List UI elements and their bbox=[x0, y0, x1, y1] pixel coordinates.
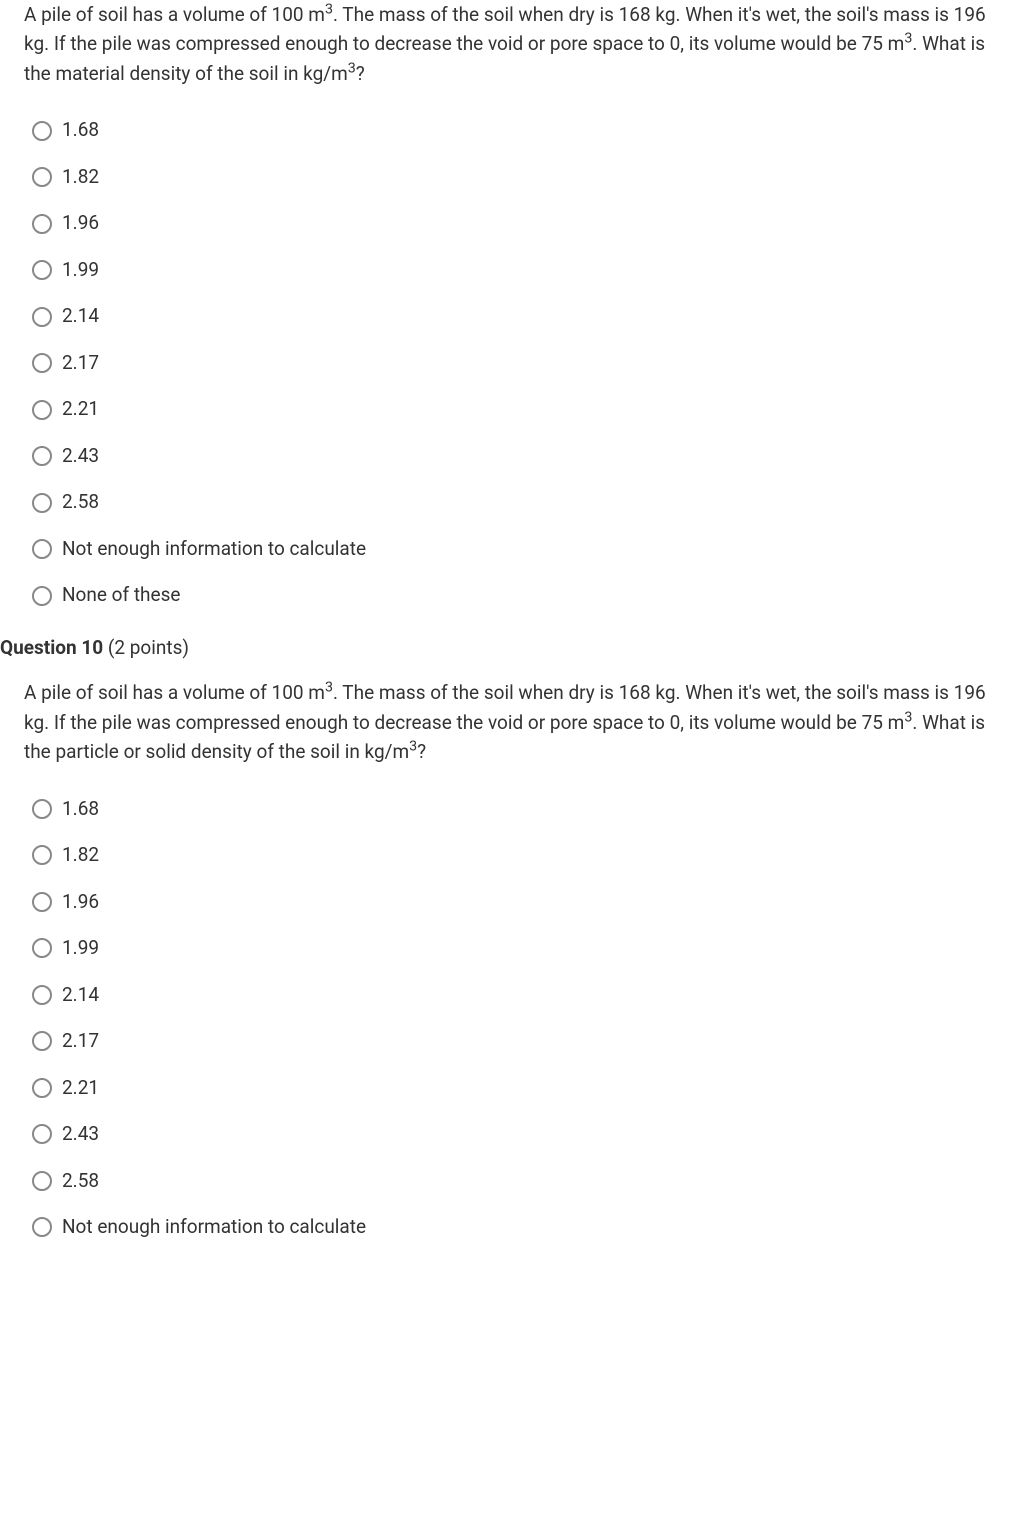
q10-radio[interactable] bbox=[32, 985, 52, 1005]
q9-radio[interactable] bbox=[32, 586, 52, 606]
q9-option-row[interactable]: None of these bbox=[32, 581, 999, 610]
q9-option-row[interactable]: 2.58 bbox=[32, 488, 999, 517]
q10-option-row[interactable]: 1.99 bbox=[32, 934, 999, 963]
q9-option-label: None of these bbox=[62, 581, 180, 610]
q10-radio[interactable] bbox=[32, 1217, 52, 1237]
q10-option-row[interactable]: 1.96 bbox=[32, 888, 999, 917]
q10-radio[interactable] bbox=[32, 1078, 52, 1098]
q10-option-label: 1.82 bbox=[62, 841, 99, 870]
q9-option-row[interactable]: 1.82 bbox=[32, 163, 999, 192]
q10-option-label: 2.43 bbox=[62, 1120, 99, 1149]
q10-radio[interactable] bbox=[32, 845, 52, 865]
q10-sup3: 3 bbox=[409, 739, 417, 755]
q9-option-label: 1.99 bbox=[62, 256, 99, 285]
q10-option-label: 2.17 bbox=[62, 1027, 99, 1056]
q9-option-row[interactable]: 2.17 bbox=[32, 349, 999, 378]
question-10-options: 1.68 1.82 1.96 1.99 2.14 2.17 2.21 2.43 2.58 Not … bbox=[24, 795, 999, 1242]
q10-radio[interactable] bbox=[32, 1171, 52, 1191]
q9-radio[interactable] bbox=[32, 307, 52, 327]
q9-option-label: 1.68 bbox=[62, 116, 99, 145]
q10-text-p4: ? bbox=[417, 740, 426, 763]
q9-option-row[interactable]: 1.96 bbox=[32, 209, 999, 238]
q10-sup1: 3 bbox=[325, 680, 333, 696]
q10-option-row[interactable]: 2.14 bbox=[32, 981, 999, 1010]
question-10-points: (2 points) bbox=[103, 636, 189, 659]
q9-option-row[interactable]: 2.21 bbox=[32, 395, 999, 424]
q10-option-label: 1.96 bbox=[62, 888, 99, 917]
q9-option-label: 2.21 bbox=[62, 395, 99, 424]
question-9-block: A pile of soil has a volume of 100 m3. T… bbox=[0, 0, 1023, 610]
q10-option-label: 1.68 bbox=[62, 795, 99, 824]
q10-option-row[interactable]: 2.17 bbox=[32, 1027, 999, 1056]
q10-radio[interactable] bbox=[32, 799, 52, 819]
q9-radio[interactable] bbox=[32, 167, 52, 187]
q10-option-row[interactable]: 1.82 bbox=[32, 841, 999, 870]
question-9-text: A pile of soil has a volume of 100 m3. T… bbox=[24, 0, 999, 88]
q9-option-row[interactable]: Not enough information to calculate bbox=[32, 535, 999, 564]
q10-option-row[interactable]: 1.68 bbox=[32, 795, 999, 824]
question-10-header: Question 10 (2 points) bbox=[0, 634, 1023, 663]
q10-option-label: Not enough information to calculate bbox=[62, 1213, 366, 1242]
q9-option-row[interactable]: 1.99 bbox=[32, 256, 999, 285]
q10-option-label: 2.14 bbox=[62, 981, 99, 1010]
q9-option-label: 2.58 bbox=[62, 488, 99, 517]
q10-option-label: 2.58 bbox=[62, 1167, 99, 1196]
q9-radio[interactable] bbox=[32, 260, 52, 280]
q9-option-label: 1.96 bbox=[62, 209, 99, 238]
q9-radio[interactable] bbox=[32, 539, 52, 559]
question-10-block: A pile of soil has a volume of 100 m3. T… bbox=[0, 678, 1023, 1241]
q10-option-row[interactable]: 2.58 bbox=[32, 1167, 999, 1196]
q9-radio[interactable] bbox=[32, 214, 52, 234]
q9-text-p1: A pile of soil has a volume of 100 m bbox=[24, 3, 325, 26]
q9-sup1: 3 bbox=[325, 2, 333, 18]
q9-option-row[interactable]: 1.68 bbox=[32, 116, 999, 145]
q10-radio[interactable] bbox=[32, 938, 52, 958]
q9-option-label: 2.14 bbox=[62, 302, 99, 331]
q10-option-row[interactable]: 2.21 bbox=[32, 1074, 999, 1103]
q9-radio[interactable] bbox=[32, 121, 52, 141]
q9-option-label: 2.17 bbox=[62, 349, 99, 378]
question-9-options: 1.68 1.82 1.96 1.99 2.14 2.17 2.21 2.43 2.58 Not … bbox=[24, 116, 999, 610]
q9-option-label: 1.82 bbox=[62, 163, 99, 192]
q10-option-row[interactable]: Not enough information to calculate bbox=[32, 1213, 999, 1242]
q10-option-label: 1.99 bbox=[62, 934, 99, 963]
q10-option-label: 2.21 bbox=[62, 1074, 99, 1103]
question-10-text: A pile of soil has a volume of 100 m3. T… bbox=[24, 678, 999, 766]
q10-option-row[interactable]: 2.43 bbox=[32, 1120, 999, 1149]
q10-radio[interactable] bbox=[32, 1031, 52, 1051]
q9-option-row[interactable]: 2.43 bbox=[32, 442, 999, 471]
question-10-number: Question 10 bbox=[0, 636, 103, 659]
q9-option-row[interactable]: 2.14 bbox=[32, 302, 999, 331]
q10-radio[interactable] bbox=[32, 1124, 52, 1144]
q10-text-p1: A pile of soil has a volume of 100 m bbox=[24, 681, 325, 704]
q10-radio[interactable] bbox=[32, 892, 52, 912]
q9-radio[interactable] bbox=[32, 400, 52, 420]
q9-option-label: 2.43 bbox=[62, 442, 99, 471]
q9-radio[interactable] bbox=[32, 353, 52, 373]
q9-radio[interactable] bbox=[32, 446, 52, 466]
q9-text-p4: ? bbox=[356, 62, 365, 85]
q9-sup3: 3 bbox=[348, 61, 356, 77]
q9-option-label: Not enough information to calculate bbox=[62, 535, 366, 564]
q9-radio[interactable] bbox=[32, 493, 52, 513]
